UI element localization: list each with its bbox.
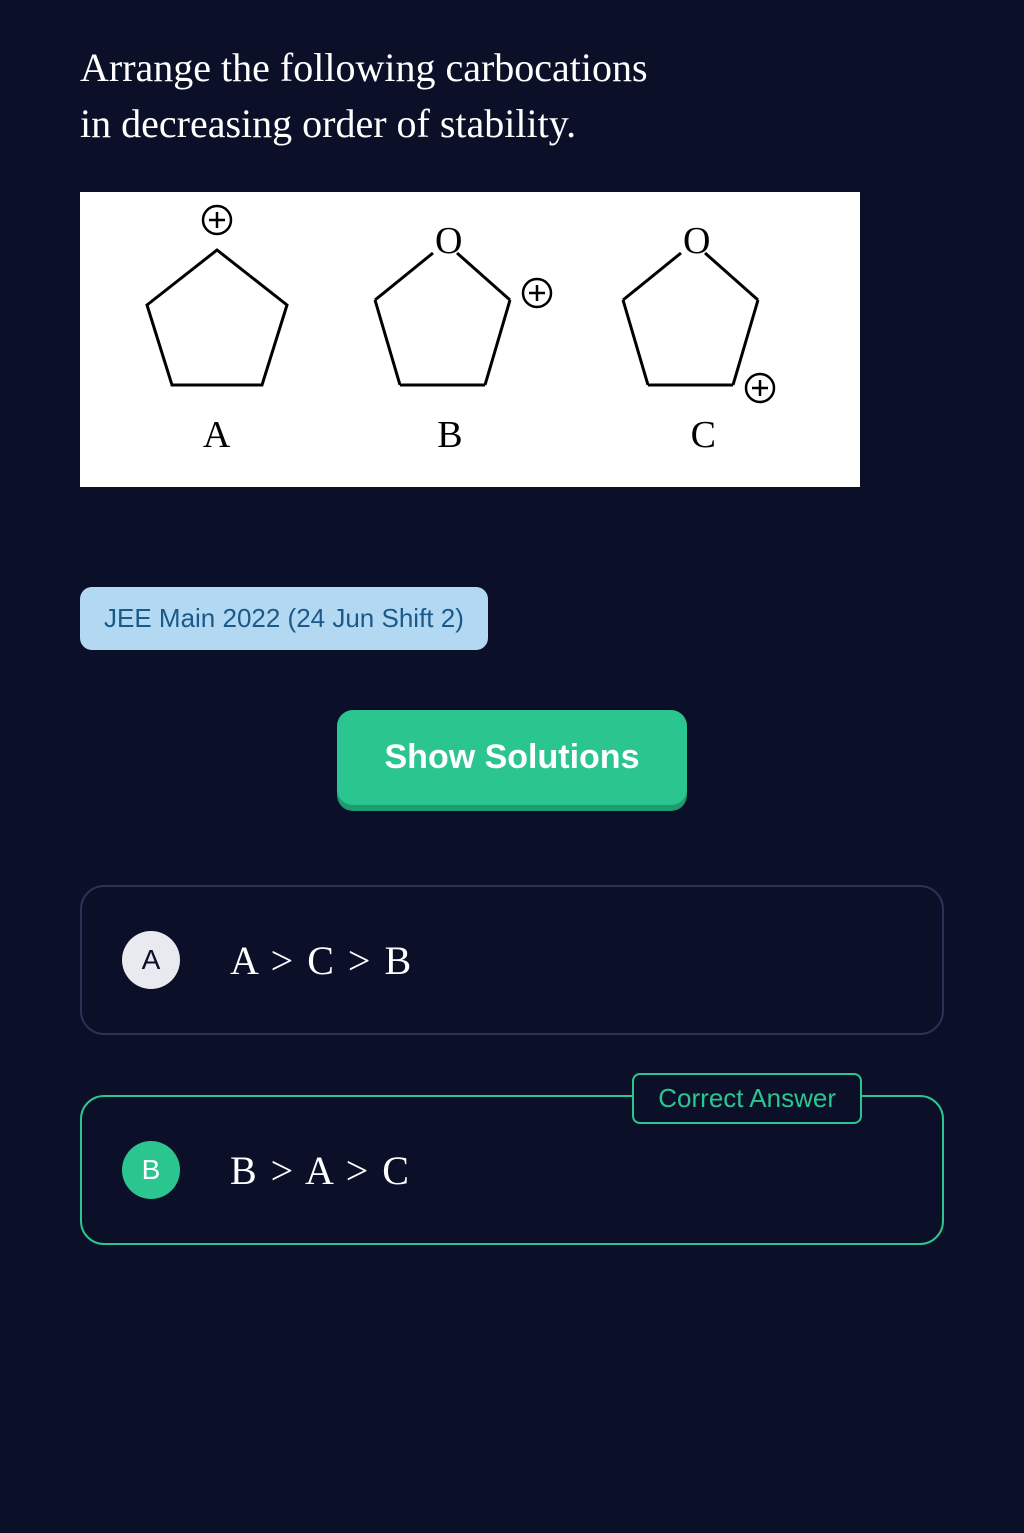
option-b-text: B > A > C <box>230 1147 411 1194</box>
show-solutions-row: Show Solutions <box>80 710 944 805</box>
exam-tag: JEE Main 2022 (24 Jun Shift 2) <box>80 587 488 650</box>
option-a[interactable]: A A > C > B <box>80 885 944 1035</box>
molecule-a-svg <box>132 195 302 405</box>
question-text: Arrange the following carbocations in de… <box>80 40 944 152</box>
molecule-b-svg: O <box>345 195 555 405</box>
exam-tag-row: JEE Main 2022 (24 Jun Shift 2) <box>80 587 944 710</box>
option-b-letter: B <box>122 1141 180 1199</box>
correct-answer-badge: Correct Answer <box>632 1073 862 1124</box>
molecule-c-svg: O <box>598 195 808 405</box>
molecule-b-label: B <box>437 413 462 457</box>
option-a-letter: A <box>122 931 180 989</box>
question-line-2: in decreasing order of stability. <box>80 101 576 146</box>
option-b[interactable]: Correct Answer B B > A > C <box>80 1095 944 1245</box>
molecule-a: A <box>132 195 302 457</box>
molecule-a-label: A <box>203 413 230 457</box>
molecule-c-label: C <box>691 413 716 457</box>
option-a-text: A > C > B <box>230 937 413 984</box>
question-line-1: Arrange the following carbocations <box>80 45 648 90</box>
show-solutions-button[interactable]: Show Solutions <box>337 710 688 805</box>
molecule-c: O C <box>598 195 808 457</box>
molecule-b: O B <box>345 195 555 457</box>
molecule-figure: A O B O <box>80 192 860 487</box>
